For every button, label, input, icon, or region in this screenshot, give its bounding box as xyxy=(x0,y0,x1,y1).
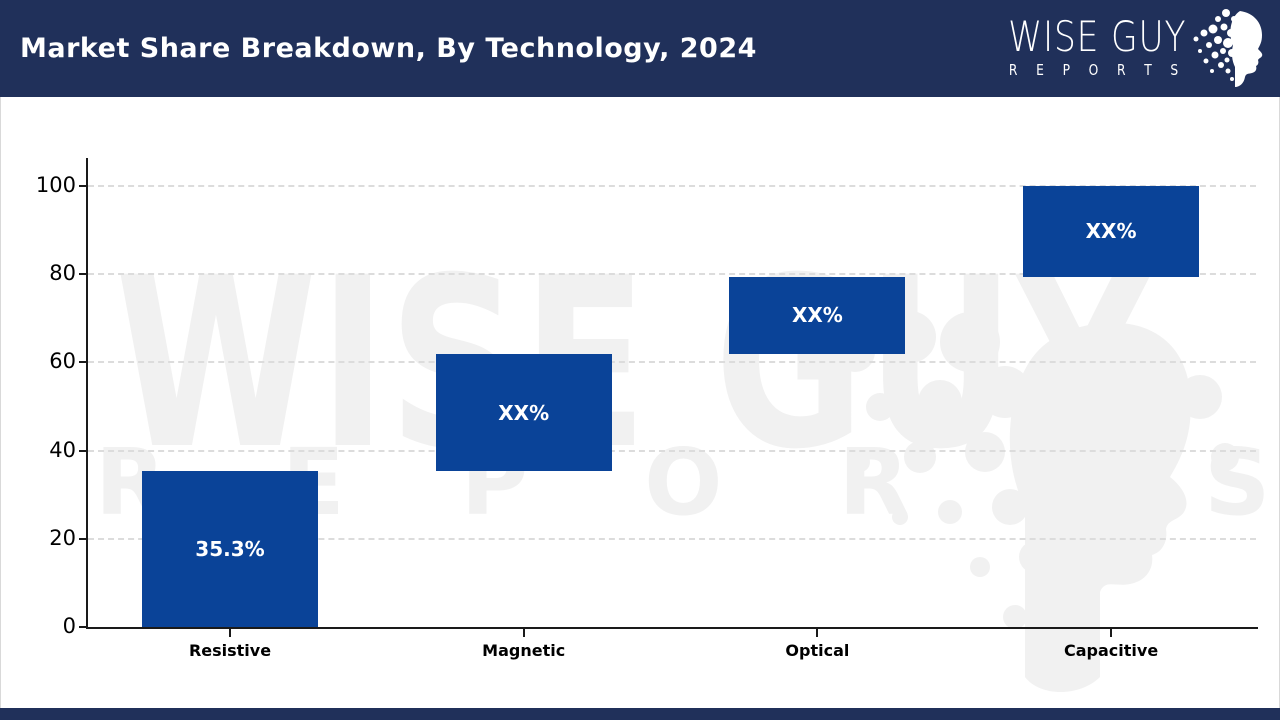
footer-bar xyxy=(0,708,1280,720)
x-axis-line xyxy=(86,627,1258,629)
gridline-100 xyxy=(88,185,1256,187)
gridline-80 xyxy=(88,273,1256,276)
x-category-label: Magnetic xyxy=(482,641,566,660)
x-category-label: Resistive xyxy=(188,641,272,660)
logo: WISE GUY R E P O R T S xyxy=(969,5,1272,93)
bar-optical: XX% xyxy=(729,276,906,355)
bar-value-label: 35.3% xyxy=(195,537,265,562)
logo-text: WISE GUY R E P O R T S xyxy=(1008,16,1186,81)
x-category-label: Capacitive xyxy=(1064,641,1159,660)
x-tick-mark xyxy=(1110,629,1113,637)
y-tick-label: 20 xyxy=(49,525,76,550)
gridline-20 xyxy=(88,537,1256,540)
y-tick-label: 80 xyxy=(49,261,76,286)
logo-name: WISE GUY xyxy=(1007,12,1186,61)
y-tick-mark xyxy=(79,626,87,628)
bar-value-label: XX% xyxy=(791,303,843,328)
bar-value-label: XX% xyxy=(1085,219,1137,244)
y-axis-line xyxy=(86,158,88,629)
page-title: Market Share Breakdown, By Technology, 2… xyxy=(20,33,757,64)
y-tick-label: 40 xyxy=(49,437,76,462)
y-tick-mark xyxy=(79,361,87,364)
y-tick-label: 60 xyxy=(49,349,76,374)
x-tick-mark xyxy=(816,629,819,637)
x-tick-mark xyxy=(229,629,231,637)
logo-subname: R E P O R T S xyxy=(1008,61,1186,79)
y-tick-mark xyxy=(79,273,87,276)
bar-value-label: XX% xyxy=(498,400,550,425)
y-tick-mark xyxy=(79,185,87,187)
y-tick-label: 0 xyxy=(62,614,76,638)
bar-magnetic: XX% xyxy=(435,354,612,472)
y-tick-label: 100 xyxy=(35,173,76,197)
x-tick-mark xyxy=(522,629,525,637)
header: Market Share Breakdown, By Technology, 2… xyxy=(0,0,1280,97)
x-category-label: Optical xyxy=(785,641,850,660)
bar-capacitive: XX% xyxy=(1023,186,1200,277)
y-tick-mark xyxy=(79,449,87,452)
bar-resistive: 35.3% xyxy=(142,471,318,627)
logo-head-icon xyxy=(1193,8,1263,87)
gridline-60 xyxy=(88,361,1256,364)
gridline-40 xyxy=(88,449,1256,452)
y-tick-mark xyxy=(79,537,87,540)
